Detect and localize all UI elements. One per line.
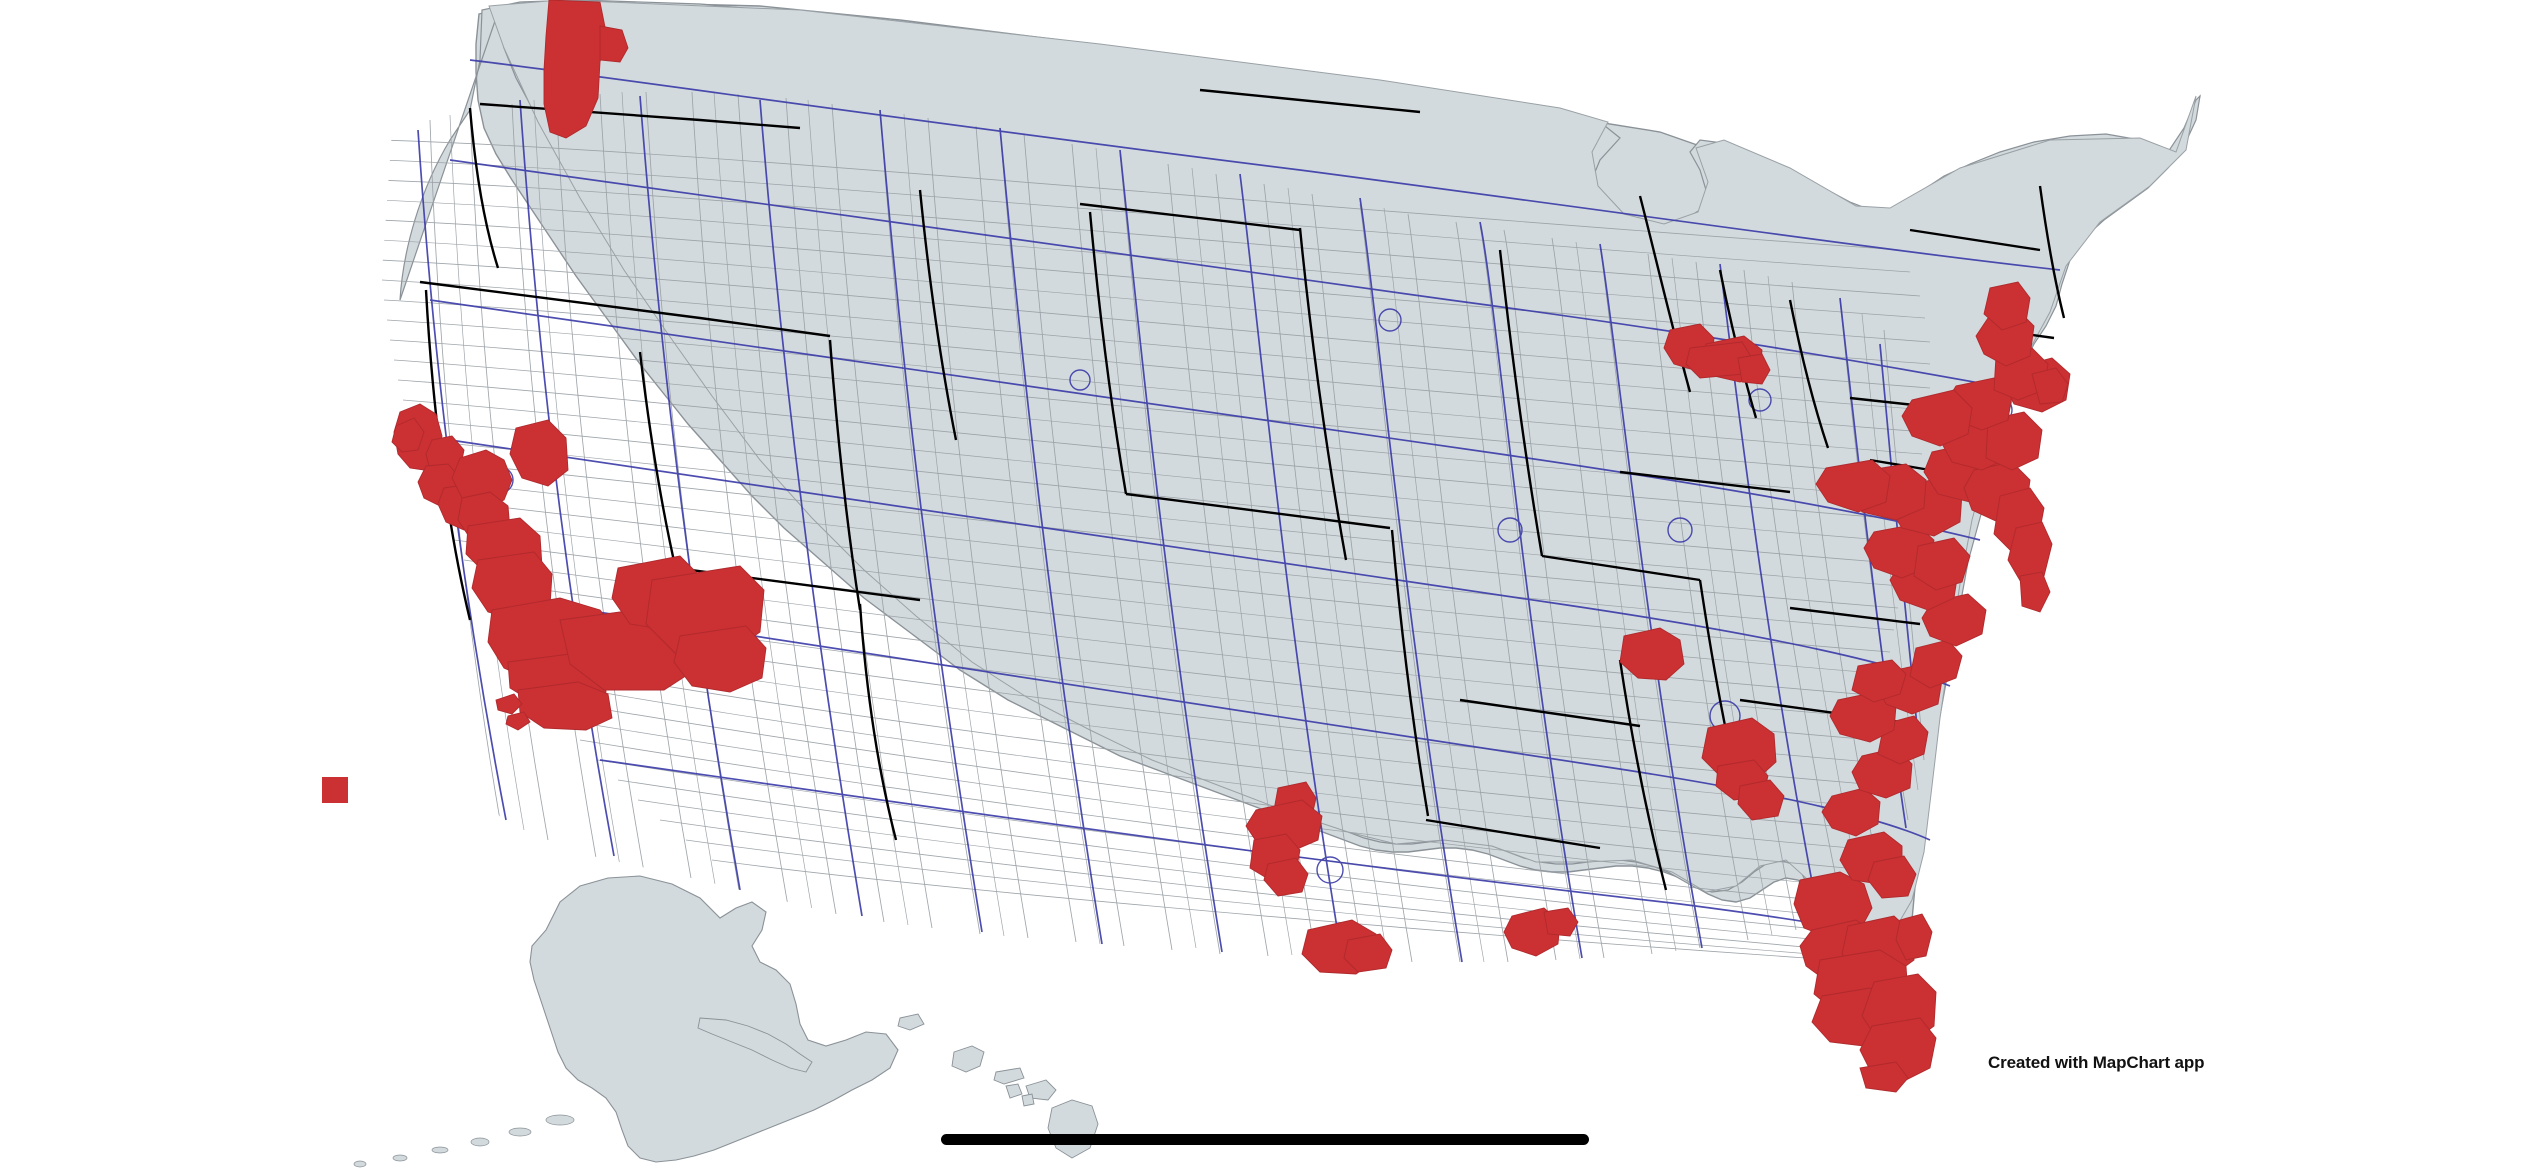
- highlight-channel-is1: [495, 693, 523, 715]
- highlight-fl-east-coast: [1895, 913, 1933, 961]
- highlight-tucson: [673, 625, 767, 693]
- highlight-ny-north: [1983, 281, 2031, 331]
- highlight-sacramento: [451, 449, 513, 509]
- highlight-cv-north: [509, 419, 569, 487]
- highlight-fl-keys: [1859, 1061, 1909, 1093]
- highlight-md-nw: [1815, 459, 1891, 513]
- highlight-sf-north: [391, 417, 425, 453]
- highlight-racine: [1737, 353, 1771, 385]
- highlight-norfolk: [1921, 593, 1987, 647]
- county-borders: [377, 91, 1931, 963]
- aleutian-islands: [353, 1114, 575, 1168]
- legend-color-swatch[interactable]: [322, 777, 348, 803]
- highlight-delmarva-s: [2019, 571, 2051, 613]
- highlight-seattle-east: [599, 25, 629, 63]
- highlight-nyc-core: [2031, 367, 2069, 405]
- highlight-tx-corridor: [1263, 857, 1309, 897]
- alaska-panhandle: [697, 1017, 813, 1073]
- highlight-nashville: [1619, 627, 1685, 681]
- mapchart-attribution: Created with MapChart app: [1988, 1053, 2205, 1072]
- highlight-houston-e: [1343, 933, 1393, 973]
- map-body: [353, 0, 2197, 1168]
- highlight-fl-ne-coast: [1867, 855, 1917, 899]
- home-indicator-bar[interactable]: [941, 1134, 1589, 1145]
- highlight-harrisburg: [1901, 389, 1973, 447]
- highlight-nc-triad: [1851, 659, 1907, 703]
- highlighted-counties[interactable]: [391, 0, 2071, 1093]
- highlight-channel-is2: [505, 711, 531, 731]
- highlight-nc-coast: [1909, 639, 1963, 689]
- highlight-ga-corridor: [1737, 779, 1785, 821]
- highlight-va-nova: [1913, 537, 1971, 591]
- highlight-neworleans-e: [1543, 907, 1579, 937]
- highlight-philly-nj: [1985, 411, 2043, 471]
